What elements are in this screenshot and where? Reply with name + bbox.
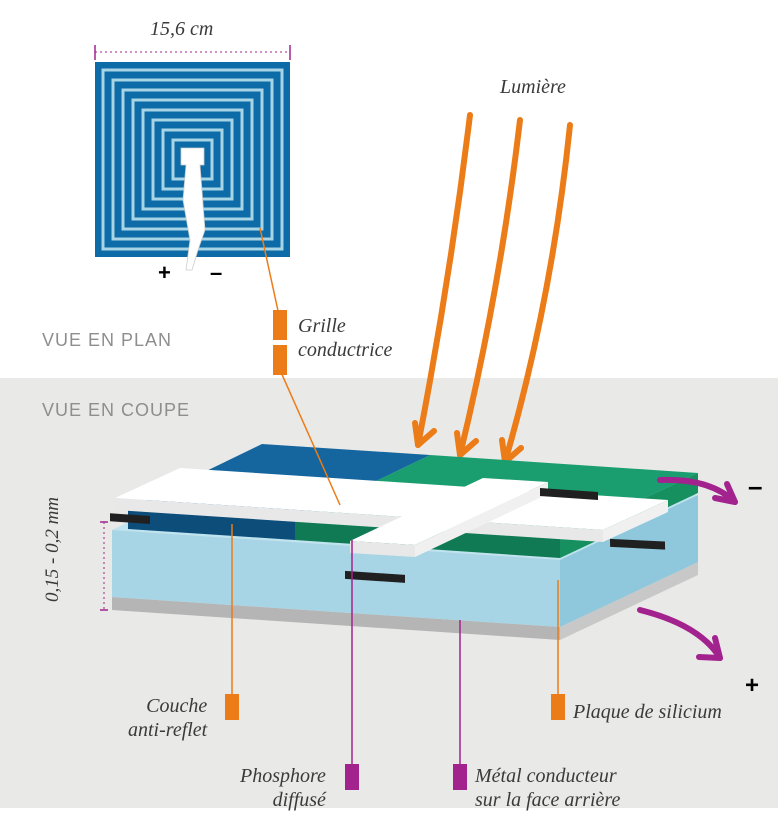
label-phosphore: Phosphore diffusé [240, 764, 326, 812]
plan-cell [95, 62, 290, 270]
dim-width [95, 45, 290, 60]
minus-right: – [748, 471, 762, 502]
leader-metal [453, 620, 467, 790]
label-metal: Métal conducteur sur la face arrière [475, 764, 620, 812]
label-plaque: Plaque de silicium [573, 700, 722, 724]
dim-thickness [100, 522, 108, 610]
light-arrows [415, 115, 570, 462]
section-coupe: VUE EN COUPE [42, 400, 190, 421]
cross-section [110, 444, 698, 640]
dim-thickness-label: 0,15 - 0,2 mm [42, 497, 64, 602]
label-couche: Couche anti-reflet [128, 694, 207, 742]
plus-right: + [745, 672, 759, 700]
